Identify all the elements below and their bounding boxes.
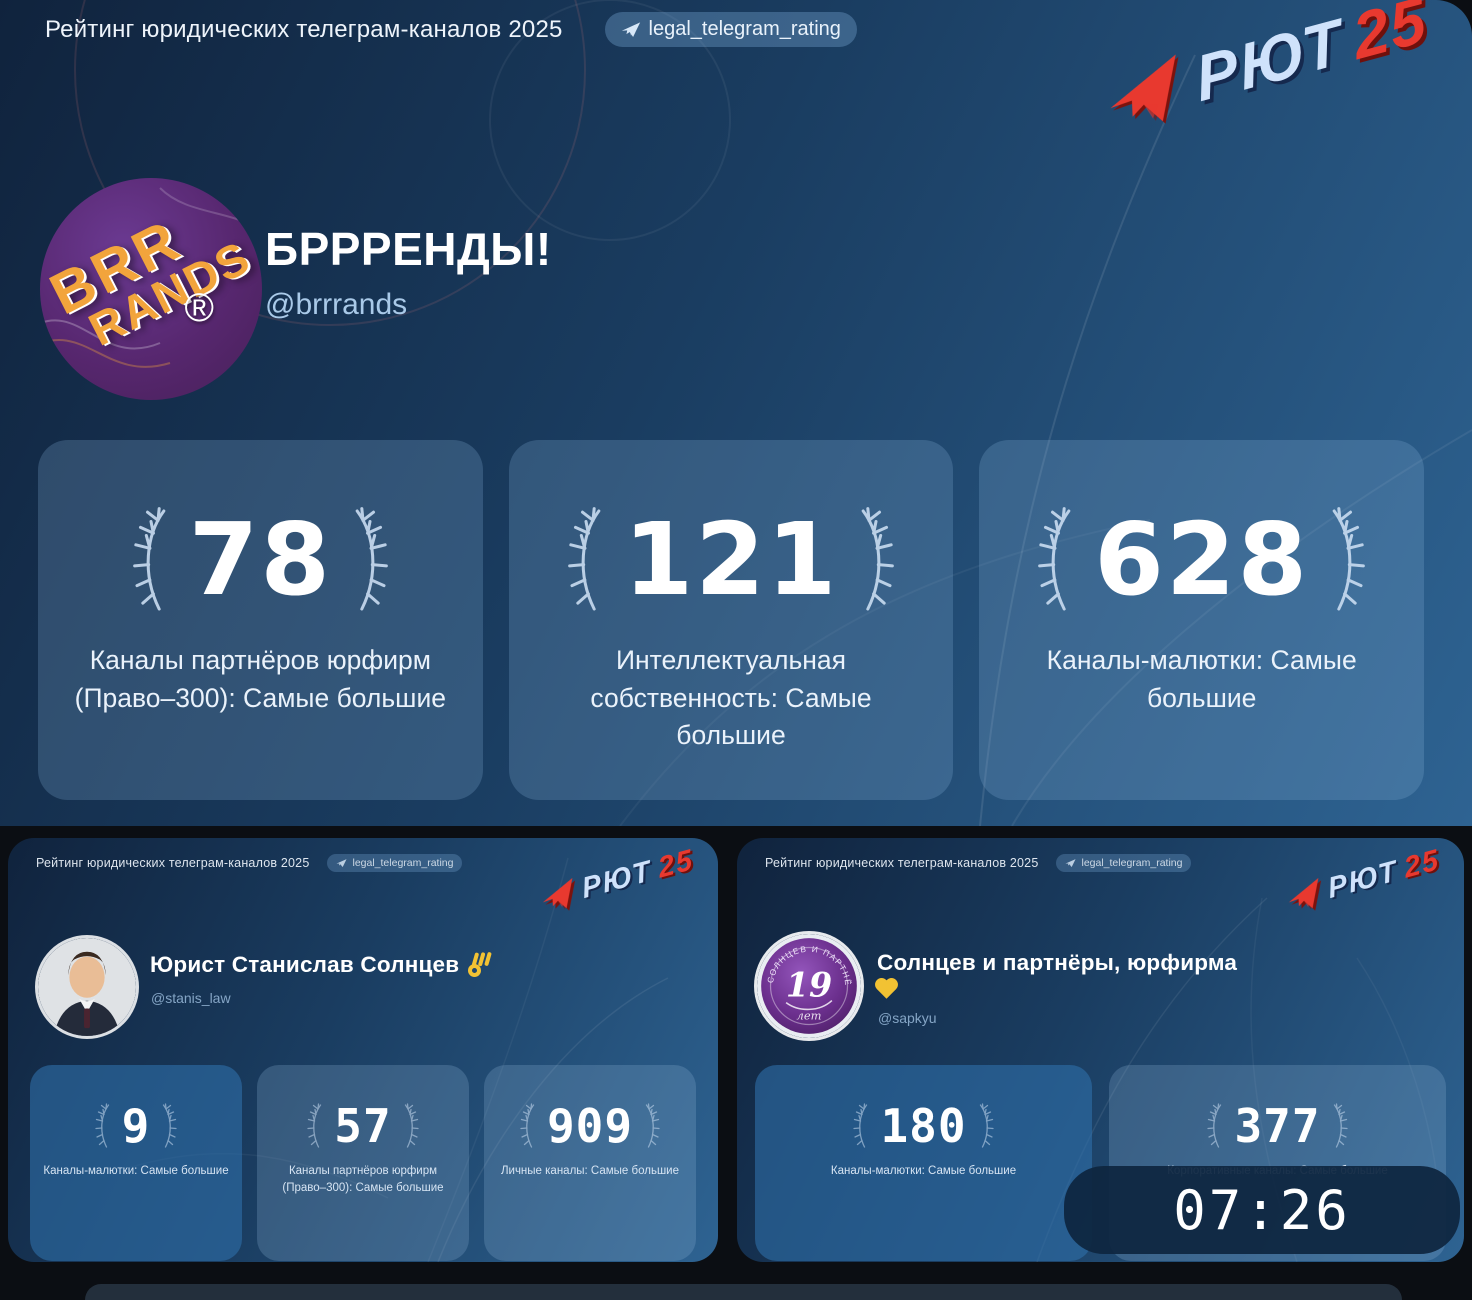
ryut25-logo: РЮТ 25 <box>1282 843 1443 916</box>
registered-mark: ® <box>184 286 214 330</box>
seal-subtext: лет <box>797 1008 822 1022</box>
laurel-left-icon <box>852 1101 870 1151</box>
laurel-right-icon <box>854 504 898 616</box>
stat-value: 909 <box>546 1099 634 1153</box>
lawyer-avatar <box>38 938 136 1036</box>
stat-label: Каналы-малютки: Самые большие <box>1046 645 1357 713</box>
stat-value: 121 <box>623 501 839 618</box>
telegram-plane-icon <box>621 21 641 38</box>
stat-label: Каналы партнёров юрфирм (Право–300): Сам… <box>74 645 446 713</box>
ryut25-logo: РЮТ 25 <box>1096 0 1435 138</box>
laurel-left-icon <box>129 504 173 616</box>
laurel-left-icon <box>564 504 608 616</box>
stat-label: Каналы партнёров юрфирм (Право–300): Сам… <box>282 1165 444 1195</box>
laurel-left-icon <box>1034 504 1078 616</box>
firm-avatar-seal: СОЛНЦЕВ И ПАРТНЁРЫ 19 лет <box>757 934 861 1038</box>
stat-card-small-channels: 628 Каналы-малютки: Самые большие <box>979 440 1425 800</box>
channel-avatar: BRR RANDS ® <box>40 178 262 400</box>
stat-card-ip: 121 Интеллектуальная собственность: Самы… <box>508 440 954 800</box>
laurel-left-icon <box>94 1101 112 1151</box>
logo-text: РЮТ <box>579 854 654 905</box>
logo-year: 25 <box>655 843 696 885</box>
badge-label: legal_telegram_rating <box>648 18 841 40</box>
channel-handle[interactable]: @brrrands <box>265 288 408 321</box>
avatar-wordmark: BRR RANDS <box>40 206 259 356</box>
telegram-plane-icon <box>336 858 347 868</box>
main-post-card: Рейтинг юридических телеграм-каналов 202… <box>0 0 1472 826</box>
logo-text: РЮТ <box>1190 4 1348 116</box>
laurel-left-icon <box>1206 1101 1224 1151</box>
page-title: Рейтинг юридических телеграм-каналов 202… <box>36 856 310 870</box>
laurel-right-icon <box>160 1101 178 1151</box>
stat-value: 9 <box>121 1099 151 1153</box>
badge-label: legal_telegram_rating <box>1081 857 1183 869</box>
telegram-channel-badge[interactable]: legal_telegram_rating <box>604 12 857 47</box>
badge-label: legal_telegram_rating <box>352 857 454 869</box>
telegram-plane-icon <box>1065 858 1076 868</box>
stat-label: Каналы-малютки: Самые большие <box>830 1165 1017 1177</box>
stat-value: 180 <box>880 1099 967 1153</box>
header-row: Рейтинг юридических телеграм-каналов 202… <box>45 12 857 47</box>
yellow-heart-emoji <box>877 980 900 1001</box>
page-title: Рейтинг юридических телеграм-каналов 202… <box>765 856 1039 870</box>
stat-label: Интеллектуальная собственность: Самые бо… <box>590 645 872 751</box>
stat-label: Каналы-малютки: Самые большие <box>43 1165 229 1177</box>
stat-card-partners: 57 Каналы партнёров юрфирм (Право–300): … <box>257 1065 469 1261</box>
stat-card-personal: 909 Личные каналы: Самые большие <box>484 1065 696 1261</box>
telegram-channel-badge[interactable]: legal_telegram_rating <box>1056 854 1192 872</box>
logo-text: РЮТ <box>1325 854 1400 905</box>
page-title: Рейтинг юридических телеграм-каналов 202… <box>45 15 563 43</box>
header-row: Рейтинг юридических телеграм-каналов 202… <box>765 854 1192 872</box>
stat-card-small-channels: 180 Каналы-малютки: Самые большие <box>755 1065 1092 1261</box>
laurel-left-icon <box>519 1101 537 1151</box>
channel-title: БРРРЕНДЫ! <box>265 223 552 275</box>
laurel-right-icon <box>643 1101 661 1151</box>
laurel-right-icon <box>1325 504 1369 616</box>
logo-year: 25 <box>1401 843 1442 885</box>
stat-card-small-channels: 9 Каналы-малютки: Самые большие <box>30 1065 242 1261</box>
laurel-right-icon <box>1331 1101 1349 1151</box>
telegram-channel-badge[interactable]: legal_telegram_rating <box>327 854 463 872</box>
stat-value: 377 <box>1234 1099 1321 1153</box>
channel-title: Солнцев и партнёры, юрфирма <box>877 950 1238 975</box>
stat-label: Личные каналы: Самые большие <box>500 1165 679 1177</box>
stat-value: 57 <box>334 1099 392 1153</box>
stat-value: 628 <box>1094 501 1310 618</box>
laurel-right-icon <box>977 1101 995 1151</box>
paper-plane-icon <box>1282 875 1327 916</box>
channel-title: Юрист Станислав Солнцев <box>150 951 493 978</box>
stats-row: 9 Каналы-малютки: Самые большие 57 Канал… <box>30 1065 696 1261</box>
seal-number: 19 <box>786 965 832 1004</box>
laurel-right-icon <box>348 504 392 616</box>
paper-plane-icon <box>1096 48 1195 137</box>
channel-handle[interactable]: @stanis_law <box>151 990 231 1006</box>
laurel-left-icon <box>306 1101 324 1151</box>
header-row: Рейтинг юридических телеграм-каналов 202… <box>36 854 463 872</box>
logo-year: 25 <box>1348 0 1432 74</box>
stat-card-partners: 78 Каналы партнёров юрфирм (Право–300): … <box>38 440 483 800</box>
stat-value: 78 <box>188 501 332 618</box>
ryut25-logo: РЮТ 25 <box>536 843 697 916</box>
lawyer-post-card: Рейтинг юридических телеграм-каналов 202… <box>8 838 718 1262</box>
stats-row: 78 Каналы партнёров юрфирм (Право–300): … <box>38 440 1425 800</box>
channel-handle[interactable]: @sapkyu <box>878 1010 937 1026</box>
next-message-edge <box>85 1284 1402 1300</box>
video-timestamp: 07:26 <box>1064 1166 1460 1254</box>
paper-plane-icon <box>536 875 581 916</box>
laurel-right-icon <box>402 1101 420 1151</box>
ok-hand-emoji <box>467 951 493 978</box>
